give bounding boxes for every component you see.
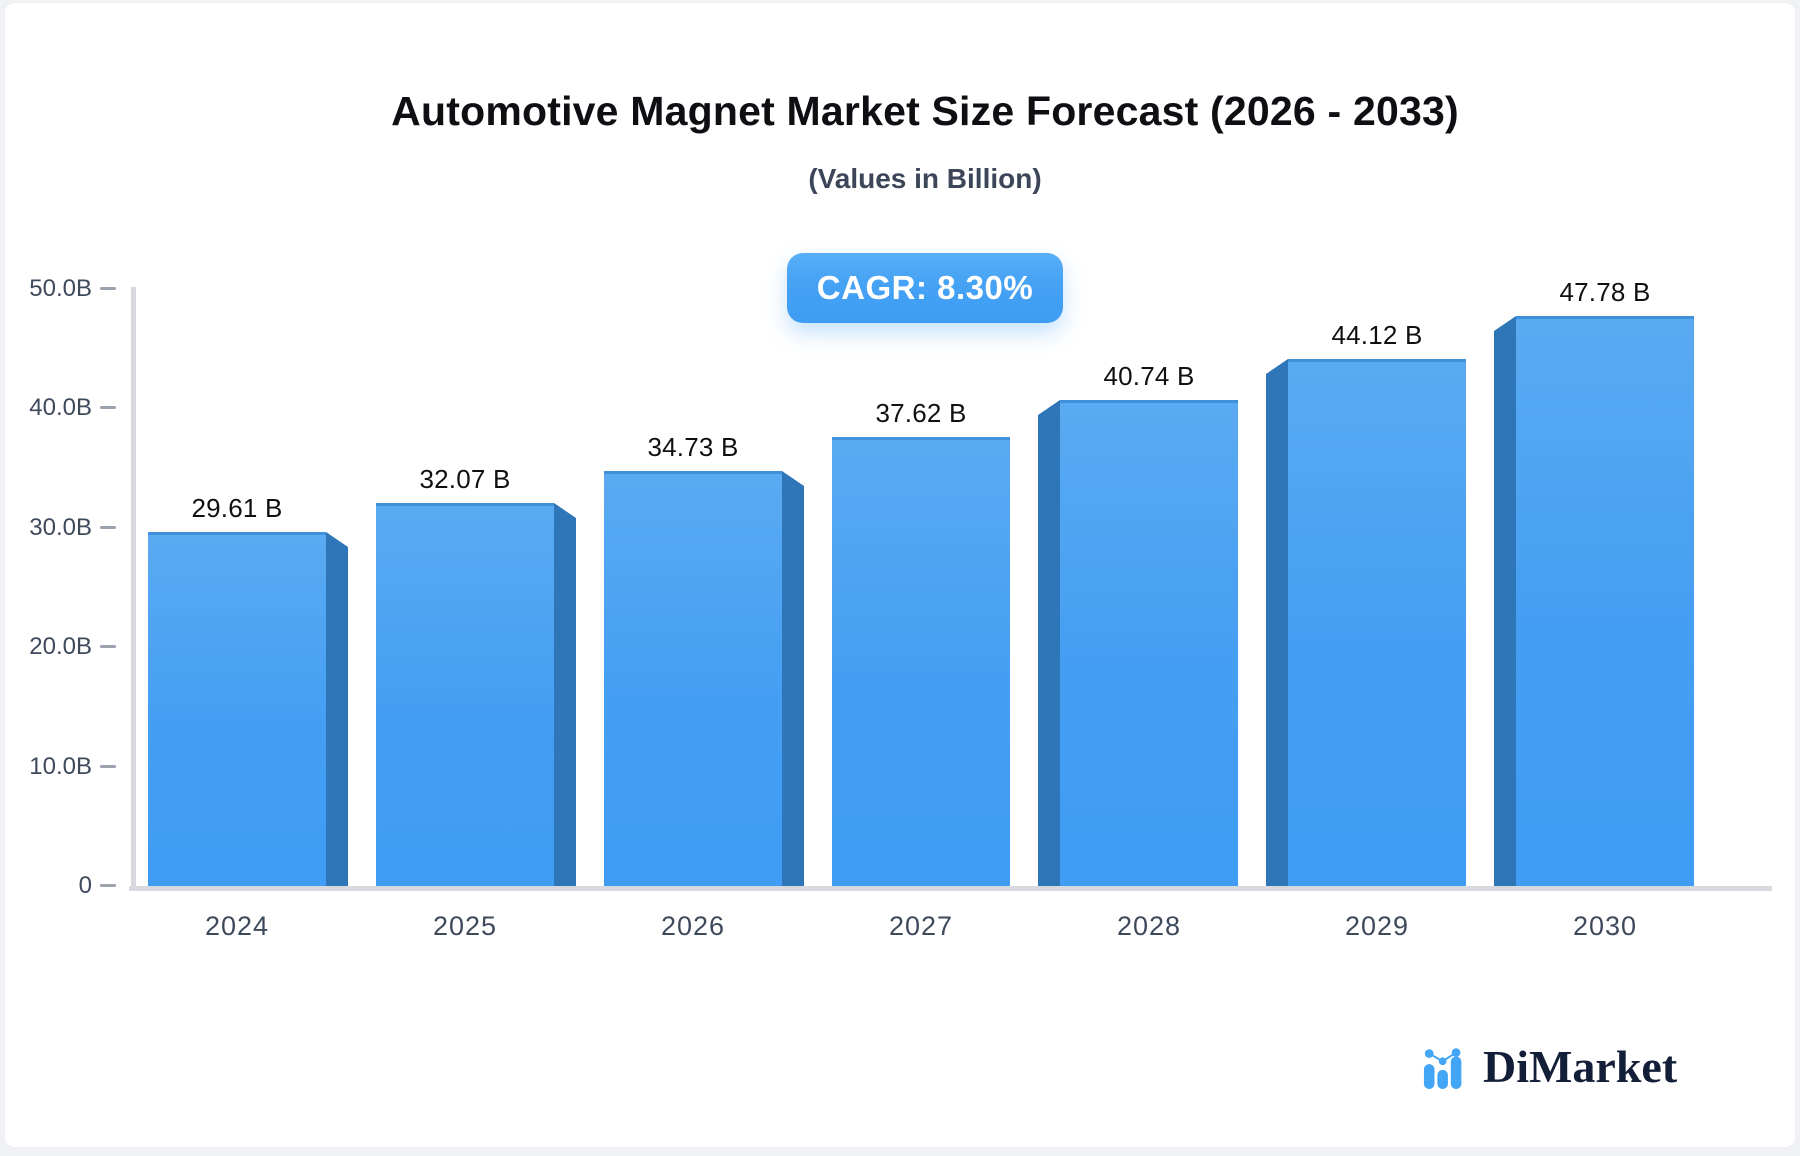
x-axis-line [129,886,1772,891]
bar-value-label: 37.62 B [875,398,967,428]
cagr-badge-label: CAGR: 8.30% [816,269,1034,306]
chart-title: Automotive Magnet Market Size Forecast (… [391,88,1459,134]
bar-chart-logo-icon [1423,1048,1462,1090]
y-tick-label: 20.0B [29,633,92,660]
x-axis-label: 2026 [660,911,726,941]
bar-side [326,532,348,886]
x-axis-label: 2030 [1572,911,1638,941]
y-tick-label: 0 [78,872,92,899]
bar-front [376,503,554,886]
y-tick-mark [100,406,116,409]
bar-front [1288,359,1466,886]
x-axis-label: 2028 [1116,911,1182,941]
bar-front [1060,400,1238,886]
cagr-badge: CAGR: 8.30% [787,253,1063,323]
x-axis-label: 2029 [1344,911,1410,941]
bar-front [148,532,326,886]
y-tick-label: 40.0B [29,394,92,421]
bar-side [1266,359,1288,886]
bar-side [782,471,804,886]
bar-side [1038,400,1060,886]
x-axis-label: 2024 [204,911,270,941]
chart-subtitle: (Values in Billion) [808,163,1042,194]
y-tick-label: 30.0B [29,514,92,541]
bar-side [554,503,576,886]
brand-logo: DiMarket [1422,1040,1677,1092]
y-tick-mark [100,526,116,529]
y-tick-mark [100,645,116,648]
x-axis-label: 2025 [432,911,498,941]
brand-logo-text: DiMarket [1483,1041,1678,1092]
x-axis-label: 2027 [888,911,954,941]
bar-value-label: 47.78 B [1559,277,1651,307]
bar-front [832,437,1010,886]
bar-value-label: 40.74 B [1103,361,1195,391]
y-tick-label: 50.0B [29,275,92,302]
bar-value-label: 44.12 B [1331,320,1423,350]
y-tick-mark [100,884,116,887]
y-tick-mark [100,287,116,290]
y-tick-mark [100,765,116,768]
y-tick-label: 10.0B [29,753,92,780]
bar-value-label: 34.73 B [647,432,739,462]
bar-value-label: 29.61 B [191,493,283,523]
bar-front [604,471,782,886]
bar-side [1494,316,1516,886]
y-axis-line [131,287,136,888]
bar-front [1516,316,1694,886]
bar-value-label: 32.07 B [419,464,511,494]
